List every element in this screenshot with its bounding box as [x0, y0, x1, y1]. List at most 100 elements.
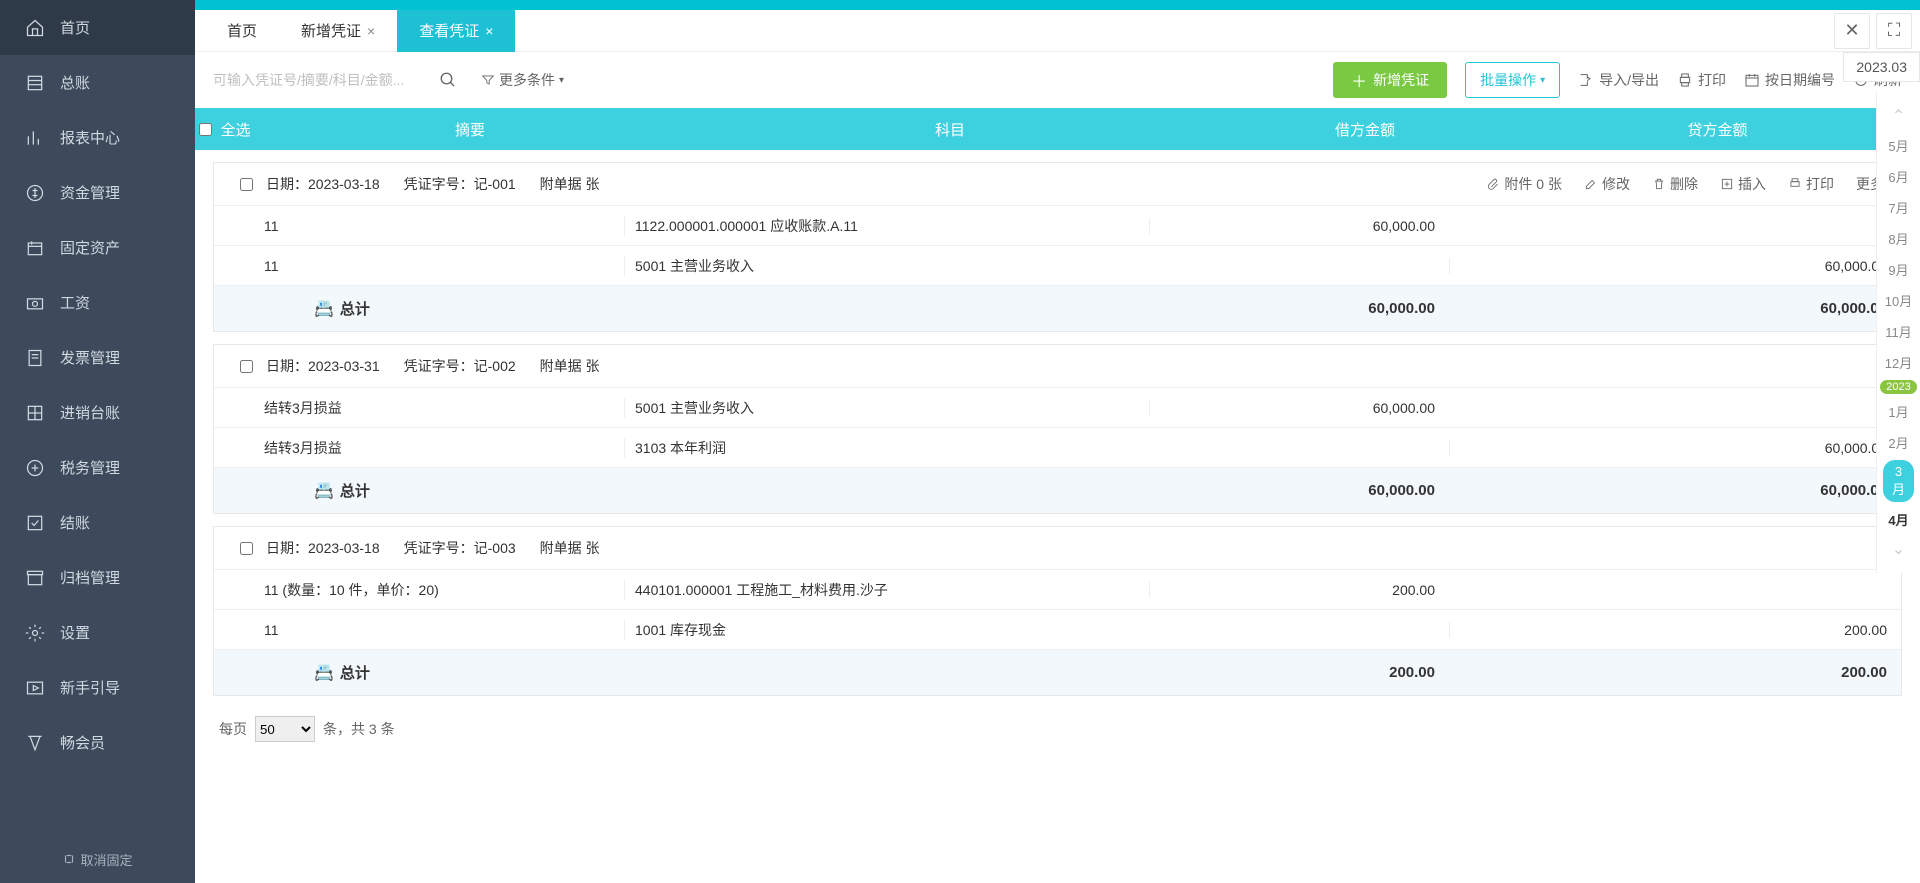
filter-button[interactable]: 更多条件 ▾ — [481, 70, 564, 90]
search-icon[interactable] — [433, 65, 463, 95]
total-debit: 60,000.00 — [1149, 482, 1449, 499]
sidebar-item-vip[interactable]: 畅会员 — [0, 715, 195, 770]
th-select-all[interactable]: 全选 — [195, 119, 255, 140]
rail-down-icon[interactable]: ⌄ — [1888, 535, 1909, 563]
delete-link[interactable]: 删除 — [1652, 174, 1698, 194]
sidebar-label: 结账 — [60, 512, 90, 533]
print-link[interactable]: 打印 — [1788, 174, 1834, 194]
voucher-info: 日期：2023-03-31凭证字号：记-002附单据 张 — [266, 356, 1889, 376]
row-summary: 11 (数量：10 件，单价：20) — [254, 580, 624, 600]
sidebar-item-gear[interactable]: 设置 — [0, 605, 195, 660]
renumber-button[interactable]: 按日期编号 — [1744, 70, 1835, 90]
row-debit: 60,000.00 — [1149, 400, 1449, 416]
row-summary: 11 — [254, 218, 624, 234]
print-label: 打印 — [1698, 70, 1726, 90]
sidebar-item-archive[interactable]: 归档管理 — [0, 550, 195, 605]
sidebar-item-salary[interactable]: 工资 — [0, 275, 195, 330]
new-voucher-label: 新增凭证 — [1373, 70, 1429, 90]
voucher-checkbox[interactable] — [240, 178, 253, 191]
rail-year-badge: 2023 — [1880, 380, 1916, 394]
top-accent-strip — [195, 0, 1920, 10]
row-summary: 11 — [254, 622, 624, 638]
voucher-checkbox[interactable] — [240, 360, 253, 373]
rail-month[interactable]: 12月 — [1877, 347, 1920, 378]
row-debit: 200.00 — [1149, 582, 1449, 598]
voucher-list: 日期：2023-03-18凭证字号：记-001附单据 张附件 0 张 修改 删除 插入… — [195, 150, 1920, 696]
voucher-total: 📇总计60,000.0060,000.00 — [214, 285, 1901, 331]
sidebar-item-stock[interactable]: 进销台账 — [0, 385, 195, 440]
report-icon — [24, 127, 46, 149]
close-icon[interactable]: × — [485, 23, 493, 39]
close-icon[interactable]: × — [367, 23, 375, 39]
sidebar-label: 畅会员 — [60, 732, 105, 753]
sidebar-label: 税务管理 — [60, 457, 120, 478]
select-all-checkbox[interactable] — [199, 123, 212, 136]
new-voucher-button[interactable]: ＋ 新增凭证 — [1333, 62, 1447, 98]
stock-icon — [24, 402, 46, 424]
voucher-info: 日期：2023-03-18凭证字号：记-001附单据 张 — [266, 174, 1486, 194]
sidebar-label: 工资 — [60, 292, 90, 313]
rail-month[interactable]: 7月 — [1877, 192, 1920, 223]
toolbar: 更多条件 ▾ ＋ 新增凭证 批量操作 ▾ 导入/导出 打印 — [195, 52, 1920, 108]
sidebar-label: 新手引导 — [60, 677, 120, 698]
tab[interactable]: 查看凭证× — [397, 10, 515, 52]
sidebar-item-close[interactable]: 结账 — [0, 495, 195, 550]
plus-icon: ＋ — [1351, 68, 1367, 92]
rail-month[interactable]: 6月 — [1877, 161, 1920, 192]
sidebar-item-fund[interactable]: 资金管理 — [0, 165, 195, 220]
sidebar-item-invoice[interactable]: 发票管理 — [0, 330, 195, 385]
sidebar-item-ledger[interactable]: 总账 — [0, 55, 195, 110]
sidebar-item-guide[interactable]: 新手引导 — [0, 660, 195, 715]
sidebar-item-report[interactable]: 报表中心 — [0, 110, 195, 165]
main: 首页新增凭证×查看凭证× ✕ ⛶ 更多条件 ▾ ＋ 新增凭证 — [195, 0, 1920, 883]
perpage-suffix: 条，共 — [323, 719, 365, 739]
sidebar-unpin[interactable]: 取消固定 — [0, 835, 195, 883]
voucher-checkbox[interactable] — [240, 542, 253, 555]
sidebar-item-tax[interactable]: 税务管理 — [0, 440, 195, 495]
total-debit: 60,000.00 — [1149, 300, 1449, 317]
sidebar-item-asset[interactable]: 固定资产 — [0, 220, 195, 275]
th-debit: 借方金额 — [1215, 119, 1515, 140]
tab-bar: 首页 新增凭证×查看凭证× ✕ ⛶ — [195, 10, 1920, 52]
fund-icon — [24, 182, 46, 204]
search-input[interactable] — [213, 72, 429, 88]
sidebar-item-home[interactable]: 首页 — [0, 0, 195, 55]
batch-label: 批量操作 — [1480, 70, 1536, 90]
tax-icon — [24, 457, 46, 479]
top-right-icons: ✕ ⛶ — [1834, 13, 1920, 49]
close-tab-icon[interactable]: ✕ — [1834, 13, 1870, 49]
tab[interactable]: 新增凭证× — [279, 10, 397, 52]
perpage-select[interactable]: 50 — [255, 716, 315, 742]
rail-month[interactable]: 10月 — [1877, 285, 1920, 316]
import-export-button[interactable]: 导入/导出 — [1578, 70, 1659, 90]
chevron-down-icon: ▾ — [1540, 75, 1545, 86]
rail-month[interactable]: 3月 — [1883, 460, 1914, 502]
io-label: 导入/导出 — [1599, 70, 1659, 90]
rail-month[interactable]: 8月 — [1877, 223, 1920, 254]
sidebar-label: 设置 — [60, 622, 90, 643]
filter-label: 更多条件 — [499, 70, 555, 90]
search-wrap — [213, 65, 463, 95]
sidebar-label: 进销台账 — [60, 402, 120, 423]
row-subject: 5001 主营业务收入 — [624, 398, 1149, 418]
rail-up-icon[interactable]: ⌃ — [1888, 102, 1909, 130]
rail-month[interactable]: 4月 — [1877, 504, 1920, 535]
batch-button[interactable]: 批量操作 ▾ — [1465, 62, 1560, 98]
rail-month[interactable]: 9月 — [1877, 254, 1920, 285]
total-debit: 200.00 — [1149, 664, 1449, 681]
rail-month[interactable]: 11月 — [1877, 316, 1920, 347]
voucher: 日期：2023-03-18凭证字号：记-003附单据 张 11 (数量：10 件，… — [213, 526, 1902, 696]
rail-month[interactable]: 1月 — [1877, 396, 1920, 427]
voucher-header: 日期：2023-03-18凭证字号：记-003附单据 张 — [214, 527, 1901, 569]
tab[interactable]: 首页 — [205, 10, 279, 52]
insert-link[interactable]: 插入 — [1720, 174, 1766, 194]
attach-link[interactable]: 附件 0 张 — [1486, 174, 1562, 194]
rail-month[interactable]: 5月 — [1877, 130, 1920, 161]
rail-month[interactable]: 2月 — [1877, 427, 1920, 458]
ledger-icon — [24, 72, 46, 94]
edit-link[interactable]: 修改 — [1584, 174, 1630, 194]
tab-label: 首页 — [227, 20, 257, 41]
print-button[interactable]: 打印 — [1677, 70, 1726, 90]
fullscreen-icon[interactable]: ⛶ — [1876, 13, 1912, 49]
sidebar-label: 报表中心 — [60, 127, 120, 148]
